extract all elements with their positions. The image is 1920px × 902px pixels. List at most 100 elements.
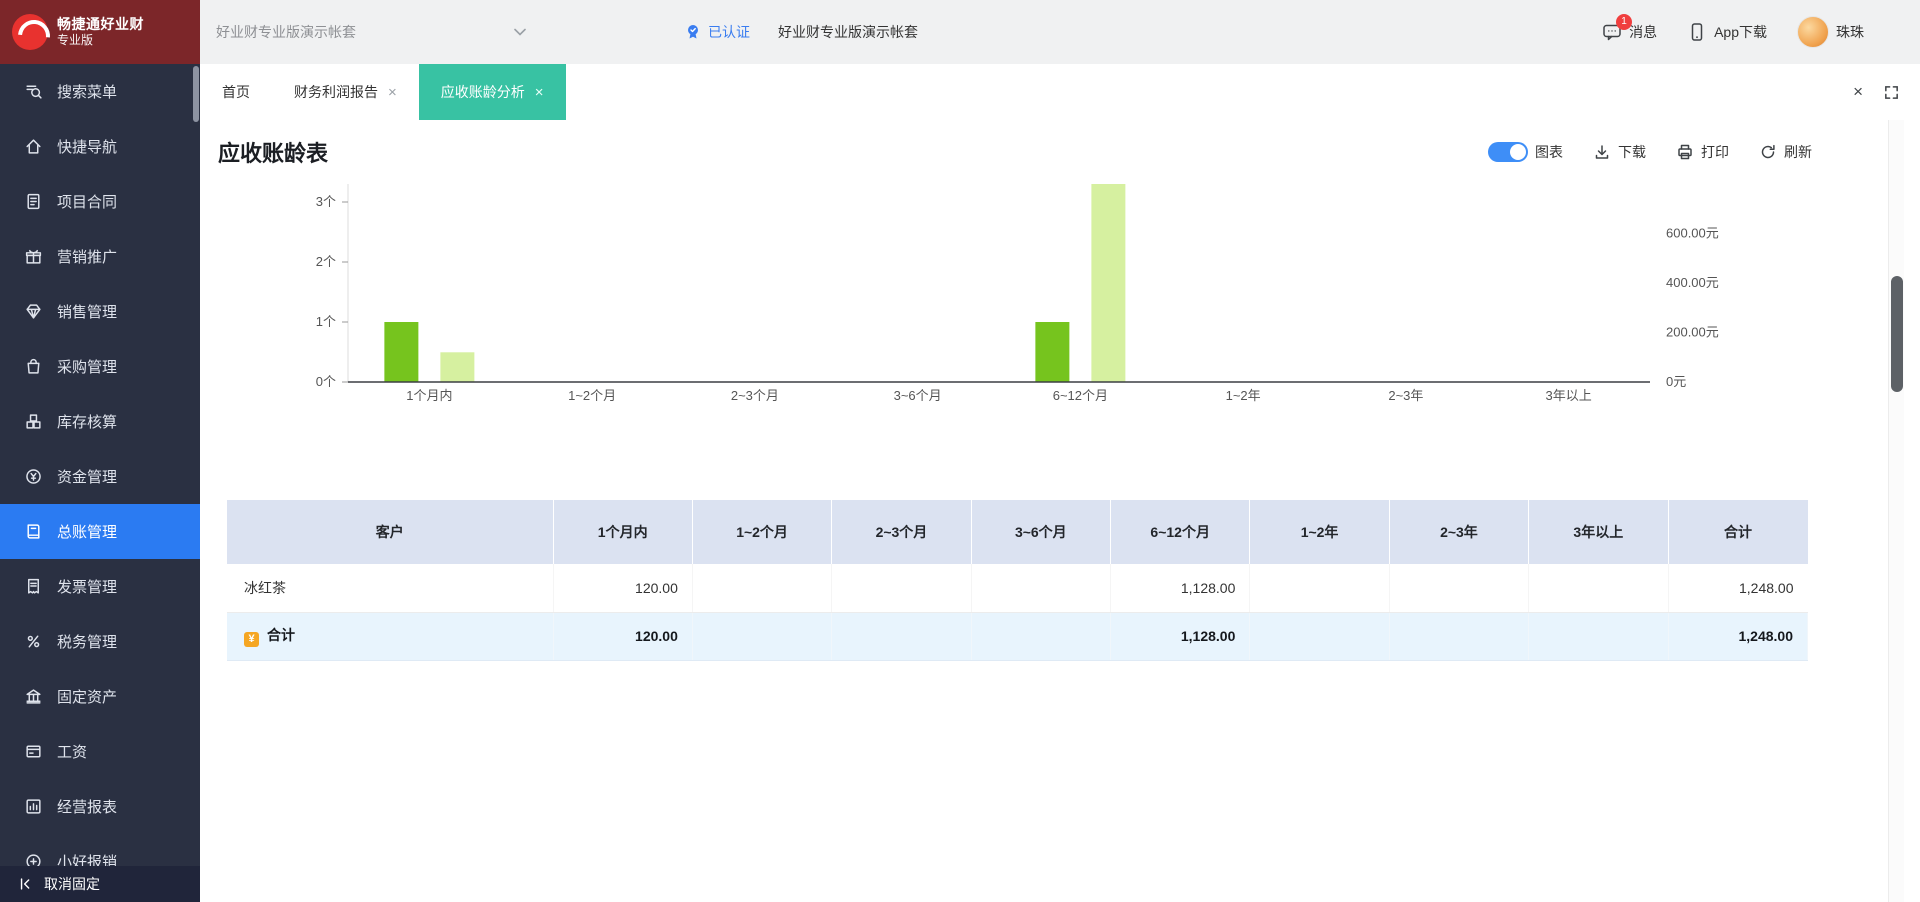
gold-yen-icon xyxy=(244,632,259,647)
bar-amount xyxy=(1091,184,1126,382)
column-header: 客户 xyxy=(227,500,554,564)
topbar: 好业财专业版演示帐套 已认证 好业财专业版演示帐套 1 xyxy=(200,0,1920,64)
total-label-cell: 合计 xyxy=(227,612,554,661)
logo-subtitle: 专业版 xyxy=(57,33,94,48)
total-value-cell xyxy=(1249,612,1390,661)
unpin-label: 取消固定 xyxy=(44,876,100,892)
tab-profit-report[interactable]: 财务利润报告 × xyxy=(272,64,419,120)
user-name: 珠珠 xyxy=(1836,24,1864,40)
total-value-cell xyxy=(1389,612,1530,661)
avatar xyxy=(1797,16,1829,48)
app-download-button[interactable]: App下载 xyxy=(1687,22,1767,42)
sidebar-item-label: 发票管理 xyxy=(57,579,118,596)
tabbar: 首页 财务利润报告 × 应收账龄分析 × × xyxy=(200,64,1920,120)
close-all-tabs-icon[interactable]: × xyxy=(1853,82,1863,101)
x-axis-label: 3年以上 xyxy=(1546,388,1592,403)
sidebar-item-purchase[interactable]: 采购管理 xyxy=(0,339,200,394)
column-header: 1个月内 xyxy=(553,500,693,564)
account-set-dropdown-value: 好业财专业版演示帐套 xyxy=(216,24,356,40)
verified-label: 已认证 xyxy=(708,24,750,40)
bank-icon xyxy=(26,689,41,704)
sidebar-item-quick-nav[interactable]: 快捷导航 xyxy=(0,119,200,174)
value-cell xyxy=(692,564,833,613)
total-value-cell: 120.00 xyxy=(553,612,693,661)
tab-close-icon[interactable]: × xyxy=(534,83,544,101)
chanjet-logo-icon xyxy=(12,14,48,50)
circle-plus-icon xyxy=(26,854,41,866)
sidebar-item-payroll[interactable]: 工资 xyxy=(0,724,200,779)
aging-bar-chart: 0个 1个 2个 3个 0元 200.00元 400.00元 600.00元 1个月内 1~2个月… xyxy=(316,184,1719,403)
messages-label: 消息 xyxy=(1629,24,1658,40)
sidebar-item-invoice[interactable]: 发票管理 xyxy=(0,559,200,614)
total-label: 合计 xyxy=(267,627,295,643)
sidebar-item-search-menu[interactable]: 搜索菜单 xyxy=(0,64,200,119)
refresh-button[interactable]: 刷新 xyxy=(1759,142,1812,162)
sidebar-item-label: 库存核算 xyxy=(57,414,118,431)
sidebar-item-funds[interactable]: 资金管理 xyxy=(0,449,200,504)
sidebar-item-label: 经营报表 xyxy=(57,799,118,816)
column-header: 1~2年 xyxy=(1249,500,1390,564)
download-icon xyxy=(1595,145,1609,159)
sidebar-scrollbar-thumb[interactable] xyxy=(193,66,199,122)
value-cell: 1,128.00 xyxy=(1110,564,1251,613)
sidebar-item-label: 总账管理 xyxy=(57,524,118,541)
left-axis-label: 0个 xyxy=(316,374,336,389)
main-content: 应收账龄表 图表 下载 打印 刷新 xyxy=(200,120,1900,902)
account-set-name: 好业财专业版演示帐套 xyxy=(778,24,918,40)
left-axis-label: 3个 xyxy=(316,194,336,209)
left-axis-label: 1个 xyxy=(316,314,336,329)
chat-bubble-icon xyxy=(1603,24,1621,41)
refresh-icon xyxy=(1761,144,1775,159)
print-icon xyxy=(1678,144,1692,160)
messages-button[interactable]: 1 消息 xyxy=(1602,14,1658,42)
value-cell xyxy=(1528,564,1669,613)
sidebar-item-sales[interactable]: 销售管理 xyxy=(0,284,200,339)
sidebar-item-tax[interactable]: 税务管理 xyxy=(0,614,200,669)
unpin-sidebar-button[interactable]: 取消固定 xyxy=(0,866,200,902)
download-label: 下载 xyxy=(1618,144,1646,160)
print-button[interactable]: 打印 xyxy=(1676,142,1729,162)
page-title: 应收账龄表 xyxy=(218,141,329,166)
sidebar-item-inventory[interactable]: 库存核算 xyxy=(0,394,200,449)
sidebar-item-label: 销售管理 xyxy=(57,304,118,321)
account-set-dropdown[interactable]: 好业财专业版演示帐套 xyxy=(216,22,526,42)
bar-amount xyxy=(440,352,475,382)
shopping-bag-icon xyxy=(27,358,40,374)
vertical-scrollbar[interactable] xyxy=(1888,120,1904,902)
sidebar-item-expense[interactable]: 小好报销 xyxy=(0,834,200,866)
collapse-pin-icon xyxy=(20,878,30,890)
download-button[interactable]: 下载 xyxy=(1593,142,1646,162)
gem-icon xyxy=(26,304,41,319)
x-axis-label: 2~3年 xyxy=(1388,388,1423,403)
x-axis-label: 6~12个月 xyxy=(1053,388,1108,403)
vertical-scrollbar-thumb[interactable] xyxy=(1891,276,1903,392)
sidebar-item-general-ledger[interactable]: 总账管理 xyxy=(0,504,200,559)
sidebar-item-label: 固定资产 xyxy=(57,689,118,706)
sidebar-item-project-contract[interactable]: 项目合同 xyxy=(0,174,200,229)
boxes-icon xyxy=(26,414,41,429)
sidebar-item-fixed-assets[interactable]: 固定资产 xyxy=(0,669,200,724)
tab-close-icon[interactable]: × xyxy=(388,83,397,101)
page-header: 应收账龄表 图表 下载 打印 刷新 xyxy=(200,120,1900,184)
sidebar-item-label: 快捷导航 xyxy=(57,139,118,156)
fullscreen-icon[interactable] xyxy=(1883,84,1900,101)
tab-label: 应收账龄分析 xyxy=(440,84,525,100)
column-header: 3~6个月 xyxy=(971,500,1112,564)
tab-home[interactable]: 首页 xyxy=(200,64,272,120)
home-icon xyxy=(26,139,41,154)
value-cell xyxy=(1389,564,1530,613)
chart-toggle[interactable] xyxy=(1488,142,1528,162)
tab-receivables-aging[interactable]: 应收账龄分析 × xyxy=(418,64,566,120)
value-cell xyxy=(831,564,972,613)
column-header: 2~3年 xyxy=(1389,500,1530,564)
column-header: 3年以上 xyxy=(1528,500,1669,564)
user-menu[interactable]: 珠珠 xyxy=(1797,16,1864,48)
sidebar-item-business-report[interactable]: 经营报表 xyxy=(0,779,200,834)
bar-count xyxy=(1035,322,1070,382)
gift-icon xyxy=(25,249,42,264)
aging-table: 客户 1个月内 1~2个月 2~3个月 3~6个月 6~12个月 1~2年 2~3年 3年以上合… xyxy=(227,500,1808,661)
verified-badge: 已认证 xyxy=(684,22,750,42)
sidebar-item-marketing[interactable]: 营销推广 xyxy=(0,229,200,284)
aging-data-table: 客户 1个月内 1~2个月 2~3个月 3~6个月 6~12个月 1~2年 2~3年 3年以上合… xyxy=(227,500,1808,661)
